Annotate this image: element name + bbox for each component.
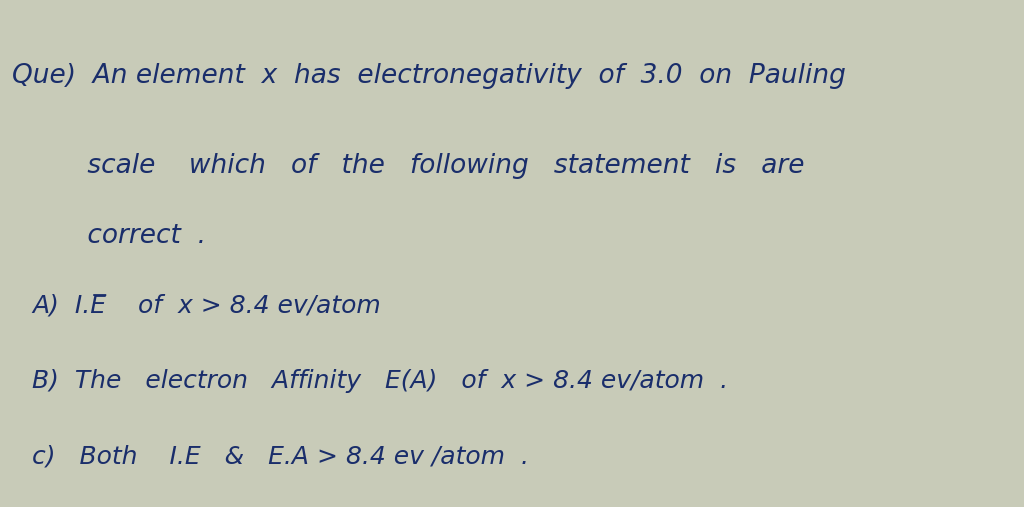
Text: B)  The   electron   Affinity   E(A)   of  x > 8.4 ev/atom  .: B) The electron Affinity E(A) of x > 8.4… [32, 369, 728, 393]
Text: Que)  An element  x  has  electronegativity  of  3.0  on  Pauling: Que) An element x has electronegativity … [12, 63, 847, 89]
Text: c)   Both    I.E   &   E.A > 8.4 ev /atom  .: c) Both I.E & E.A > 8.4 ev /atom . [32, 444, 528, 468]
Text: correct  .: correct . [12, 224, 207, 249]
Text: scale    which   of   the   following   statement   is   are: scale which of the following statement i… [12, 153, 805, 179]
Text: A)  I.E̅    of  x > 8.4 ev/atom: A) I.E̅ of x > 8.4 ev/atom [32, 294, 381, 317]
